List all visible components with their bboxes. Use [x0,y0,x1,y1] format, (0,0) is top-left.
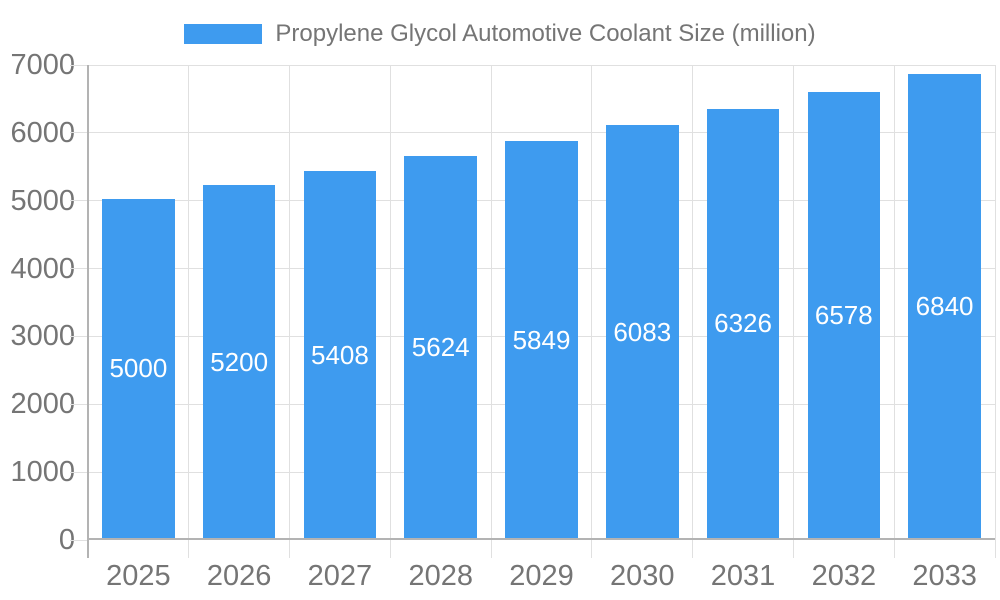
y-tick-mark [70,268,88,270]
bar-value-label: 6326 [714,308,772,339]
bar[interactable]: 6578 [807,91,881,538]
bar[interactable]: 5624 [404,156,477,538]
x-tick-label: 2033 [912,560,977,592]
y-tick-mark [70,403,88,405]
bar-value-label: 5849 [512,324,571,355]
bar[interactable]: 6083 [605,125,679,538]
category-gridline [389,65,391,558]
x-axis-labels: 2025 2026 2027 2028 2029 2030 2031 2032 2033 [88,558,995,594]
legend-swatch[interactable] [184,24,263,44]
x-tick-label: 2026 [206,560,272,592]
legend[interactable]: Propylene Glycol Automotive Coolant Size… [0,14,1000,54]
y-tick-mark [70,471,88,473]
y-tick-mark [70,132,88,134]
y-tick-mark [70,64,88,66]
y-tick-mark [70,200,88,202]
bar[interactable]: 6326 [706,108,780,538]
bar-value-label: 5624 [411,332,470,363]
category-gridline [490,65,492,558]
plot-area: 5000 5200 5408 5624 5849 6083 6326 6578 6840 [70,64,996,558]
y-tick-label: 1000 [10,456,75,489]
x-tick-label: 2032 [811,560,877,592]
category-gridline [893,65,895,558]
bar-value-label: 6840 [915,290,974,321]
bar-value-label: 6083 [613,316,672,347]
bar-value-label: 5408 [311,339,369,370]
x-tick-label: 2029 [509,560,574,592]
category-gridline [792,65,794,558]
category-gridline [994,65,996,558]
bar[interactable]: 6840 [908,73,981,538]
bar[interactable]: 5000 [102,198,175,538]
category-gridline [289,65,291,558]
bar-value-label: 6578 [814,299,873,330]
x-tick-label: 2031 [710,560,776,592]
y-tick-mark [70,539,88,541]
category-gridline [692,65,694,558]
bar[interactable]: 5200 [202,185,276,538]
y-tick-mark [70,335,88,337]
y-axis-line [87,65,89,558]
bar[interactable]: 5408 [303,171,377,538]
x-tick-label: 2025 [106,560,171,592]
y-gridline [88,64,995,66]
bar-value-label: 5200 [210,346,269,377]
y-tick-label: 3000 [10,320,75,353]
category-gridline [591,65,593,558]
y-tick-label: 6000 [10,116,75,149]
y-tick-label: 2000 [10,388,75,421]
y-tick-label: 0 [58,524,75,556]
y-gridline [88,132,995,134]
y-tick-label: 7000 [10,49,75,81]
x-tick-label: 2027 [307,560,373,592]
y-axis-labels: 0 1000 2000 3000 4000 5000 6000 7000 [0,50,75,555]
y-tick-label: 5000 [10,184,75,217]
x-tick-label: 2028 [408,560,473,592]
bar[interactable]: 5849 [505,141,578,538]
y-tick-label: 4000 [10,252,75,285]
x-axis-line [88,538,995,540]
bar-value-label: 5000 [109,353,168,384]
legend-title: Propylene Glycol Automotive Coolant Size… [275,20,816,47]
category-gridline [188,65,190,558]
x-tick-label: 2030 [610,560,675,592]
